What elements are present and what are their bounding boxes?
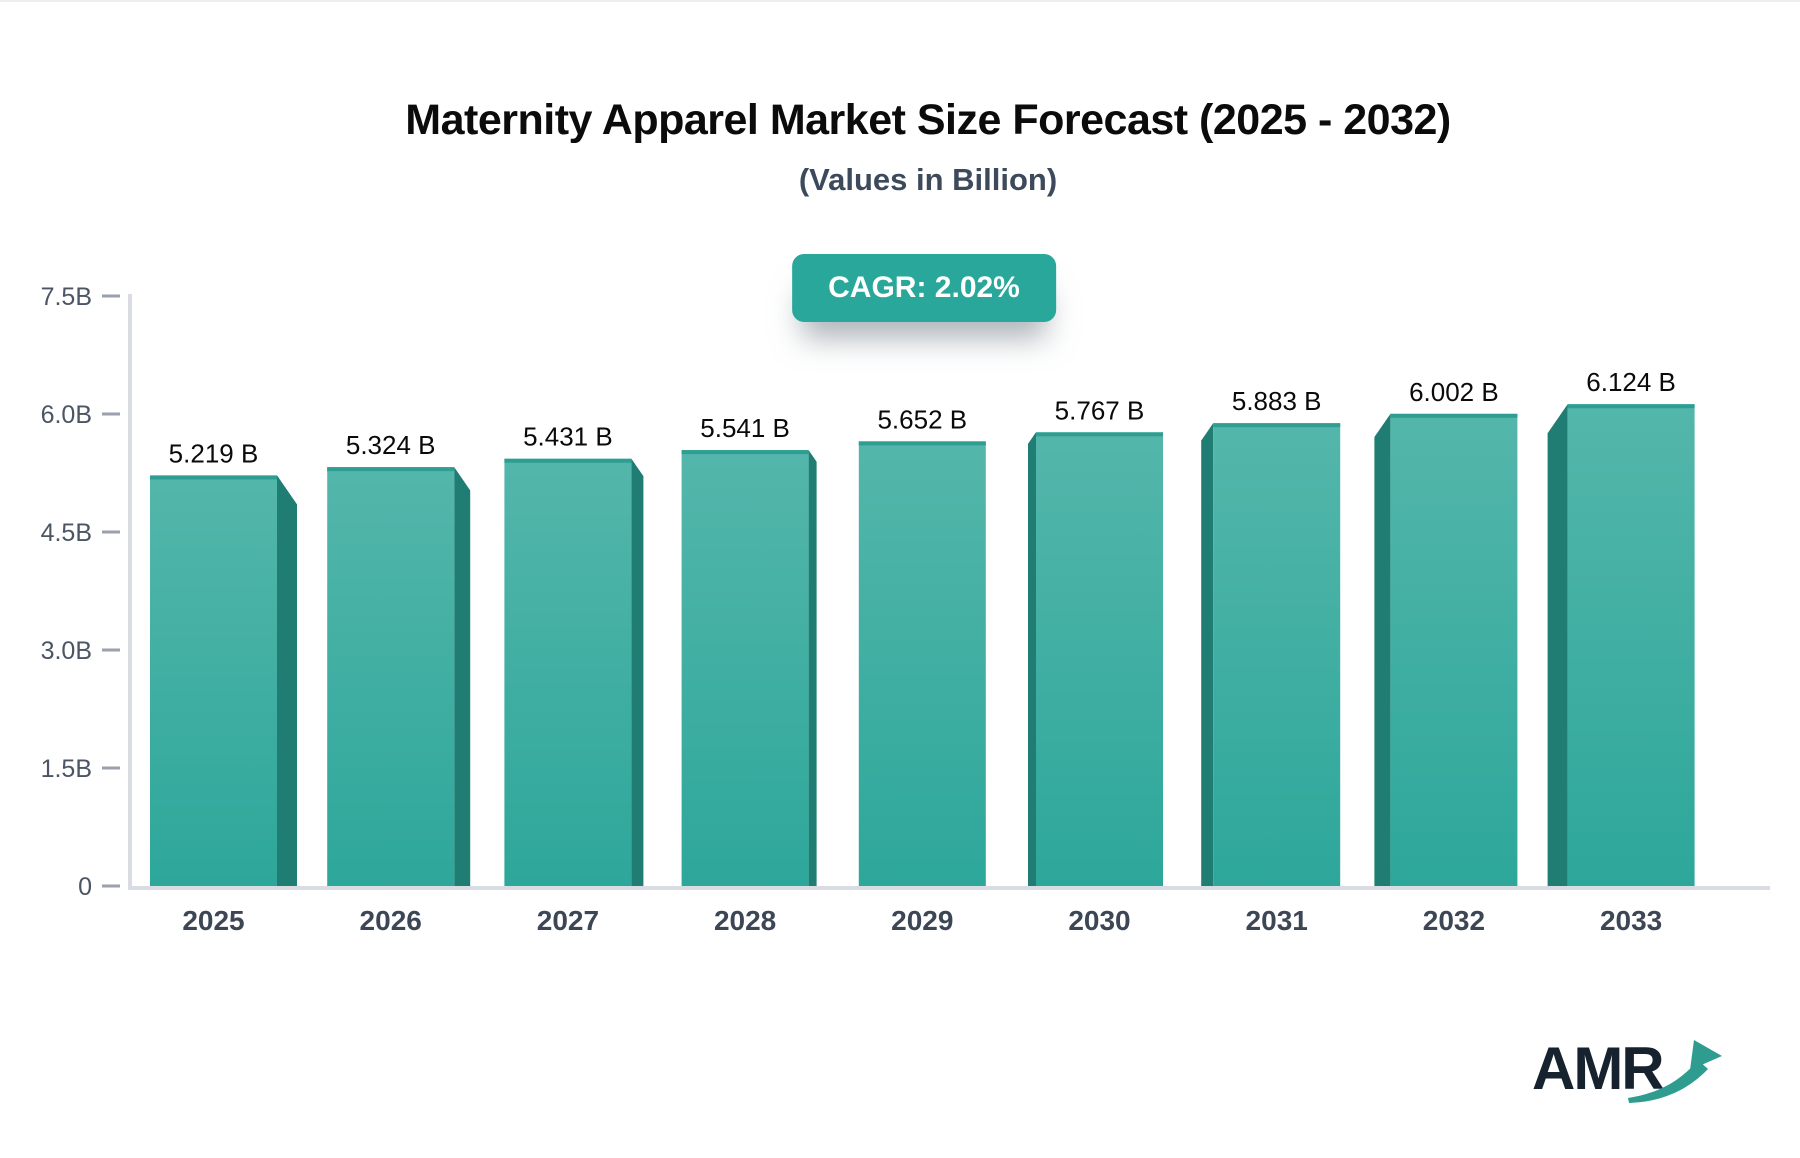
bar-value-label: 5.219 B [169,438,259,468]
bar-2030 [1036,432,1163,886]
y-axis-line [128,293,132,889]
bar-side-2027 [631,458,644,886]
bar-top-edge [150,475,277,480]
bar-top-edge [681,450,809,455]
bar-side-2025 [277,475,297,886]
bar-2027 [504,458,632,886]
chart-title: Maternity Apparel Market Size Forecast (… [405,96,1451,144]
bar-2026 [327,467,455,886]
bar-side-2026 [454,467,471,886]
bar-value-label: 5.883 B [1232,386,1322,416]
x-tick-label: 2028 [714,905,776,936]
bar-value-label: 5.767 B [1055,395,1145,425]
bar-side-2033 [1547,404,1568,886]
y-tick-label: 6.0B [41,401,92,429]
x-tick-label: 2031 [1246,905,1308,936]
y-tick-label: 0 [78,873,92,901]
amr-logo-text: AMR [1532,1035,1665,1102]
bar-value-label: 6.002 B [1409,377,1499,407]
x-axis-line [128,886,1770,890]
bar-side-2032 [1374,413,1391,886]
bar-value-label: 6.124 B [1586,367,1676,397]
y-tick-label: 3.0B [41,637,92,665]
bar-value-label: 5.324 B [346,430,436,460]
bar-2031 [1213,423,1341,886]
y-tick-label: 4.5B [41,519,92,547]
x-tick-label: 2026 [360,905,422,936]
bar-2032 [1390,413,1518,886]
bar-value-label: 5.541 B [700,413,790,443]
bar-side-2031 [1201,423,1214,886]
bar-top-edge [504,458,632,463]
y-tick-label: 1.5B [41,755,92,783]
bar-top-edge [1567,404,1695,409]
bar-2029 [858,441,986,886]
x-tick-label: 2029 [891,905,953,936]
bar-top-edge [1213,423,1341,428]
x-tick-label: 2033 [1600,905,1662,936]
bar-top-edge [1390,413,1518,418]
bar-side-2028 [808,450,817,886]
x-tick-label: 2030 [1068,905,1130,936]
bar-value-label: 5.431 B [523,422,613,452]
cagr-badge: CAGR: 2.02% [792,254,1056,322]
bar-2025 [150,475,277,886]
x-tick-label: 2032 [1423,905,1485,936]
chart-subtitle: (Values in Billion) [798,162,1058,197]
bar-2033 [1567,404,1695,886]
bar-top-edge [327,467,455,472]
bar-2028 [681,450,809,886]
amr-logo: AMR [1532,1034,1732,1114]
trend-arrow-icon [1628,1040,1722,1103]
bar-top-edge [858,441,986,446]
bar-value-label: 5.652 B [877,404,967,434]
bar-top-edge [1036,432,1163,437]
x-tick-label: 2027 [537,905,599,936]
y-tick-label: 7.5B [41,283,92,311]
x-tick-label: 2025 [182,905,244,936]
bar-side-2030 [1028,432,1036,886]
